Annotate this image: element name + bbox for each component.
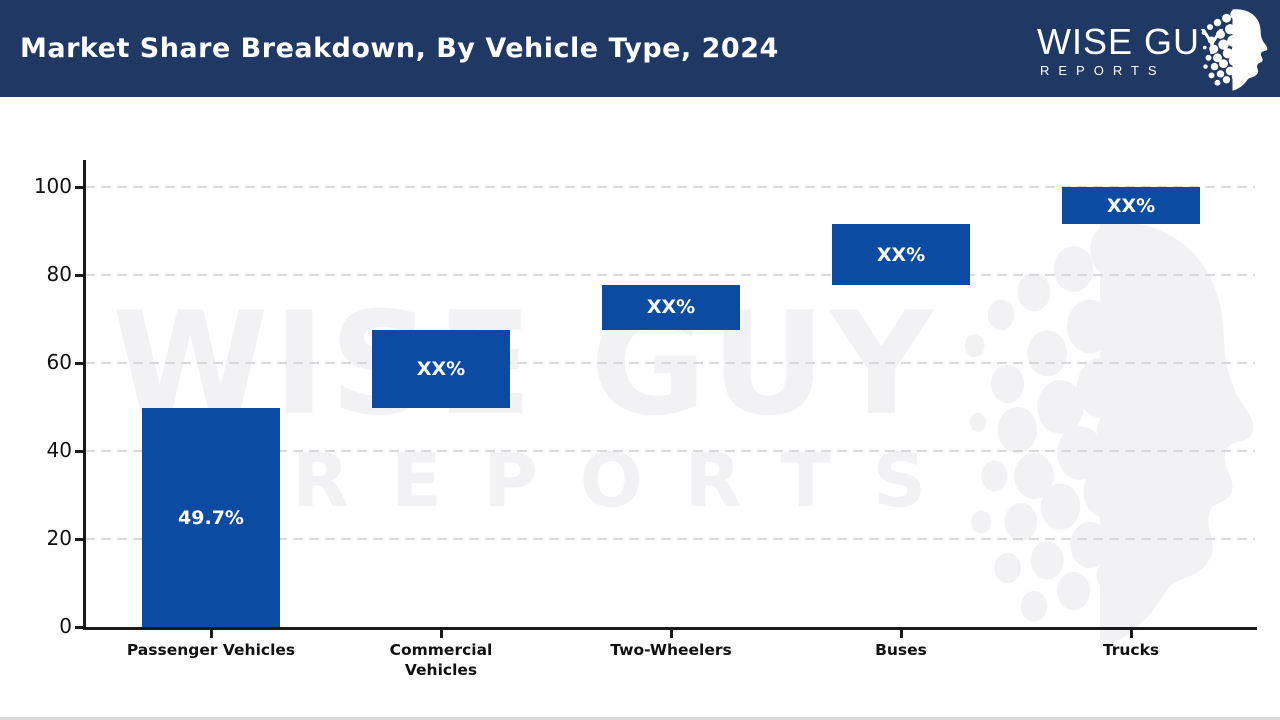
chart-bar-two-wheelers: XX% [602, 284, 740, 330]
chart-bar-trucks: XX% [1062, 187, 1200, 225]
chart-bar-buses: XX% [832, 224, 970, 285]
logo-sub-text: REPORTS [1040, 63, 1166, 78]
y-tick-mark [75, 361, 84, 365]
x-category-label: Trucks [1102, 641, 1160, 659]
logo-face-icon [1201, 9, 1268, 91]
y-tick-label: 20 [46, 526, 72, 550]
y-tick-mark [75, 537, 84, 541]
x-category-label: Buses [875, 641, 927, 659]
x-axis-line [83, 627, 1257, 630]
wise-guy-reports-logo: WISE GUY REPORTS [1037, 0, 1270, 97]
y-axis-line [83, 160, 86, 630]
y-tick-mark [75, 185, 84, 189]
x-tick-mark [1129, 630, 1133, 638]
watermark-face-icon [964, 222, 1254, 649]
logo-name-text: WISE GUY [1037, 21, 1226, 62]
x-category-label: Commercial Vehicles [389, 641, 493, 679]
gridline [85, 362, 1255, 364]
bar-value-label: XX% [416, 358, 466, 381]
watermark-reports-text: REPORTS [292, 438, 969, 524]
x-category-label: Passenger Vehicles [126, 641, 296, 659]
y-tick-mark [75, 625, 84, 629]
x-tick-mark [669, 630, 673, 638]
x-tick-mark [209, 630, 213, 638]
y-tick-label: 40 [46, 438, 72, 462]
y-tick-label: 60 [46, 350, 72, 374]
bottom-border-line [0, 717, 1280, 720]
gridline [85, 450, 1255, 452]
chart-bar-commercial-vehicles: XX% [372, 330, 510, 409]
y-tick-label: 0 [59, 614, 72, 638]
page-title: Market Share Breakdown, By Vehicle Type,… [20, 33, 779, 64]
chart-bar-passenger-vehicles: 49.7% [142, 408, 280, 627]
y-tick-label: 80 [46, 262, 72, 286]
bar-value-label: 49.7% [178, 506, 244, 529]
y-tick-label: 100 [33, 174, 72, 198]
gridline [85, 538, 1255, 540]
bar-value-label: XX% [646, 296, 696, 319]
x-tick-mark [899, 630, 903, 638]
header-bar: Market Share Breakdown, By Vehicle Type,… [0, 0, 1280, 97]
bar-value-label: XX% [1106, 194, 1156, 217]
x-tick-mark [439, 630, 443, 638]
x-category-label: Two-Wheelers [610, 641, 732, 659]
y-tick-mark [75, 449, 84, 453]
gridline [85, 274, 1255, 276]
bar-value-label: XX% [876, 243, 926, 266]
gridline [85, 186, 1255, 188]
y-tick-mark [75, 273, 84, 277]
